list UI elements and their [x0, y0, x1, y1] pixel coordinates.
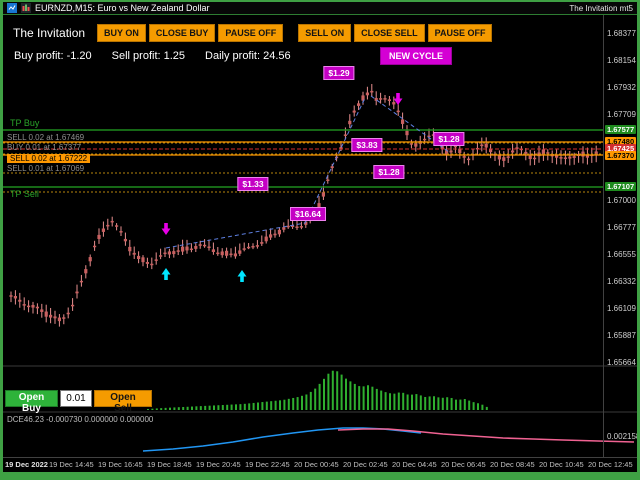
- order-line-label: SELL 0.02 at 1.67469: [7, 133, 85, 142]
- price-axis-label: 1.67932: [607, 83, 636, 92]
- order-line-label: SELL 0.02 at 1.67222: [7, 154, 91, 163]
- sell-panel-button[interactable]: SELL ON: [298, 23, 352, 42]
- sell-profit-label: Sell profit: 1.25: [111, 50, 186, 62]
- time-axis-label: 19 Dec 14:45: [49, 460, 94, 469]
- chart-canvas[interactable]: [3, 2, 637, 472]
- price-tag: 1.67480: [605, 137, 637, 146]
- price-axis-label: 1.66109: [607, 304, 636, 313]
- order-line-label: SELL 0.01 at 1.67069: [7, 164, 85, 173]
- buy-panel-button[interactable]: BUY ON: [97, 23, 146, 42]
- price-axis-label: 1.66777: [607, 223, 636, 232]
- profit-tag: $1.33: [237, 177, 269, 191]
- price-tag: 1.67577: [605, 125, 637, 134]
- ea-name-label: The Invitation mt5: [569, 3, 633, 13]
- app-icon: [7, 3, 17, 13]
- window-title: EURNZD,M15: Euro vs New Zealand Dollar: [35, 3, 210, 13]
- time-axis-label: 20 Dec 08:45: [490, 460, 535, 469]
- indicator-value-label: DCE46.23 -0.000730 0.000000 0.000000: [7, 415, 154, 424]
- buy-button-group: BUY ON CLOSE BUY PAUSE OFF: [97, 23, 284, 42]
- sell-panel-button[interactable]: PAUSE OFF: [427, 23, 493, 42]
- price-axis-label: 1.66555: [607, 250, 636, 259]
- time-axis-label: 20 Dec 12:45: [588, 460, 633, 469]
- tp-sell-label: TP Sell: [10, 189, 39, 199]
- time-axis-label: 19 Dec 18:45: [147, 460, 192, 469]
- ea-panel-row1: The Invitation BUY ON CLOSE BUY PAUSE OFF …: [8, 21, 498, 44]
- sell-button-group: SELL ON CLOSE SELL PAUSE OFF: [298, 23, 493, 42]
- time-axis[interactable]: 19 Dec 2022 19 Dec 14:45 19 Dec 16:45 19 De…: [3, 457, 637, 472]
- price-tag: 1.67370: [605, 151, 637, 160]
- time-axis-label: 19 Dec 2022: [5, 460, 48, 469]
- time-axis-label: 20 Dec 10:45: [539, 460, 584, 469]
- time-axis-label: 20 Dec 02:45: [343, 460, 388, 469]
- price-axis-label: 1.68377: [607, 29, 636, 38]
- profit-tag: $1.29: [323, 66, 355, 80]
- profit-tag: $16.64: [290, 207, 326, 221]
- price-tag: 1.67425: [605, 144, 637, 153]
- open-buy-button[interactable]: Open Buy: [5, 390, 58, 414]
- chart-icon: [21, 3, 31, 13]
- buy-panel-button[interactable]: CLOSE BUY: [148, 23, 216, 42]
- ea-panel-row2: Buy profit: -1.20 Sell profit: 1.25 Dail…: [8, 46, 458, 66]
- tp-buy-label: TP Buy: [10, 118, 40, 128]
- time-axis-label: 20 Dec 04:45: [392, 460, 437, 469]
- time-axis-label: 19 Dec 20:45: [196, 460, 241, 469]
- price-axis-label: 1.67000: [607, 196, 636, 205]
- ea-title: The Invitation: [13, 25, 86, 40]
- profit-tag: $1.28: [433, 132, 465, 146]
- new-cycle-button[interactable]: NEW CYCLE: [380, 47, 452, 65]
- price-axis-label: 1.65664: [607, 358, 636, 367]
- order-line-label: BUY 0.01 at 1.67377: [7, 143, 82, 152]
- time-axis-label: 19 Dec 22:45: [245, 460, 290, 469]
- buy-panel-button[interactable]: PAUSE OFF: [218, 23, 284, 42]
- lot-size-input[interactable]: [60, 390, 92, 407]
- price-axis-label: 1.65887: [607, 331, 636, 340]
- open-sell-button[interactable]: Open Sell: [94, 390, 152, 414]
- profit-tag: $3.83: [351, 138, 383, 152]
- time-axis-label: 19 Dec 16:45: [98, 460, 143, 469]
- price-tag: 1.67107: [605, 182, 637, 191]
- time-axis-label: 20 Dec 06:45: [441, 460, 486, 469]
- price-axis-label: 0.002158: [607, 432, 640, 441]
- time-axis-label: 20 Dec 00:45: [294, 460, 339, 469]
- sell-panel-button[interactable]: CLOSE SELL: [354, 23, 425, 42]
- profit-tag: $1.28: [373, 165, 405, 179]
- daily-profit-label: Daily profit: 24.56: [205, 50, 291, 62]
- price-axis[interactable]: 1.68377 1.68154 1.67932 1.67709 1.67000 1.667…: [603, 15, 640, 457]
- price-axis-label: 1.67709: [607, 110, 636, 119]
- price-axis-label: 1.66332: [607, 277, 636, 286]
- price-axis-label: 1.68154: [607, 56, 636, 65]
- titlebar: EURNZD,M15: Euro vs New Zealand Dollar T…: [3, 2, 637, 15]
- buy-profit-label: Buy profit: -1.20: [14, 50, 92, 62]
